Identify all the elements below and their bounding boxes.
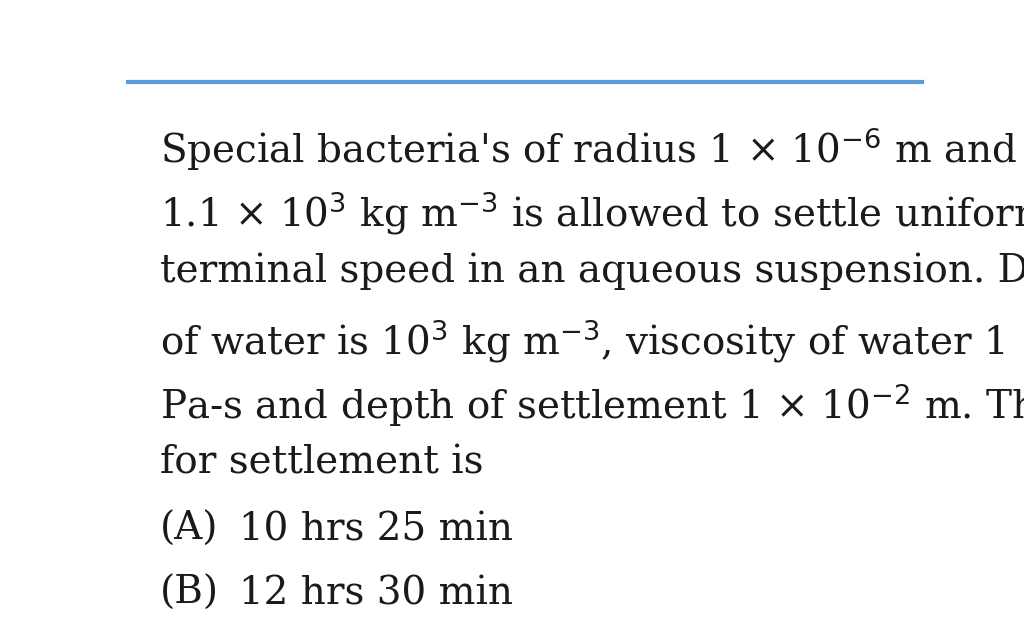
Text: 12 hrs 30 min: 12 hrs 30 min: [240, 575, 513, 612]
Text: terminal speed in an aqueous suspension. Density: terminal speed in an aqueous suspension.…: [160, 253, 1024, 291]
Text: 1.1 × 10$^{3}$ kg m$^{−3}$ is allowed to settle uniformly at: 1.1 × 10$^{3}$ kg m$^{−3}$ is allowed to…: [160, 189, 1024, 237]
Text: (B): (B): [160, 575, 219, 612]
Text: Pa-s and depth of settlement 1 × 10$^{−2}$ m. The time: Pa-s and depth of settlement 1 × 10$^{−2…: [160, 381, 1024, 429]
Text: Special bacteria's of radius 1 × 10$^{−6}$ m and density: Special bacteria's of radius 1 × 10$^{−6…: [160, 125, 1024, 173]
Text: for settlement is: for settlement is: [160, 445, 483, 482]
Text: 10 hrs 25 min: 10 hrs 25 min: [240, 511, 513, 548]
Text: of water is 10$^{3}$ kg m$^{−3}$, viscosity of water 1 × 10$^{−3}$: of water is 10$^{3}$ kg m$^{−3}$, viscos…: [160, 317, 1024, 365]
Text: (A): (A): [160, 511, 218, 548]
